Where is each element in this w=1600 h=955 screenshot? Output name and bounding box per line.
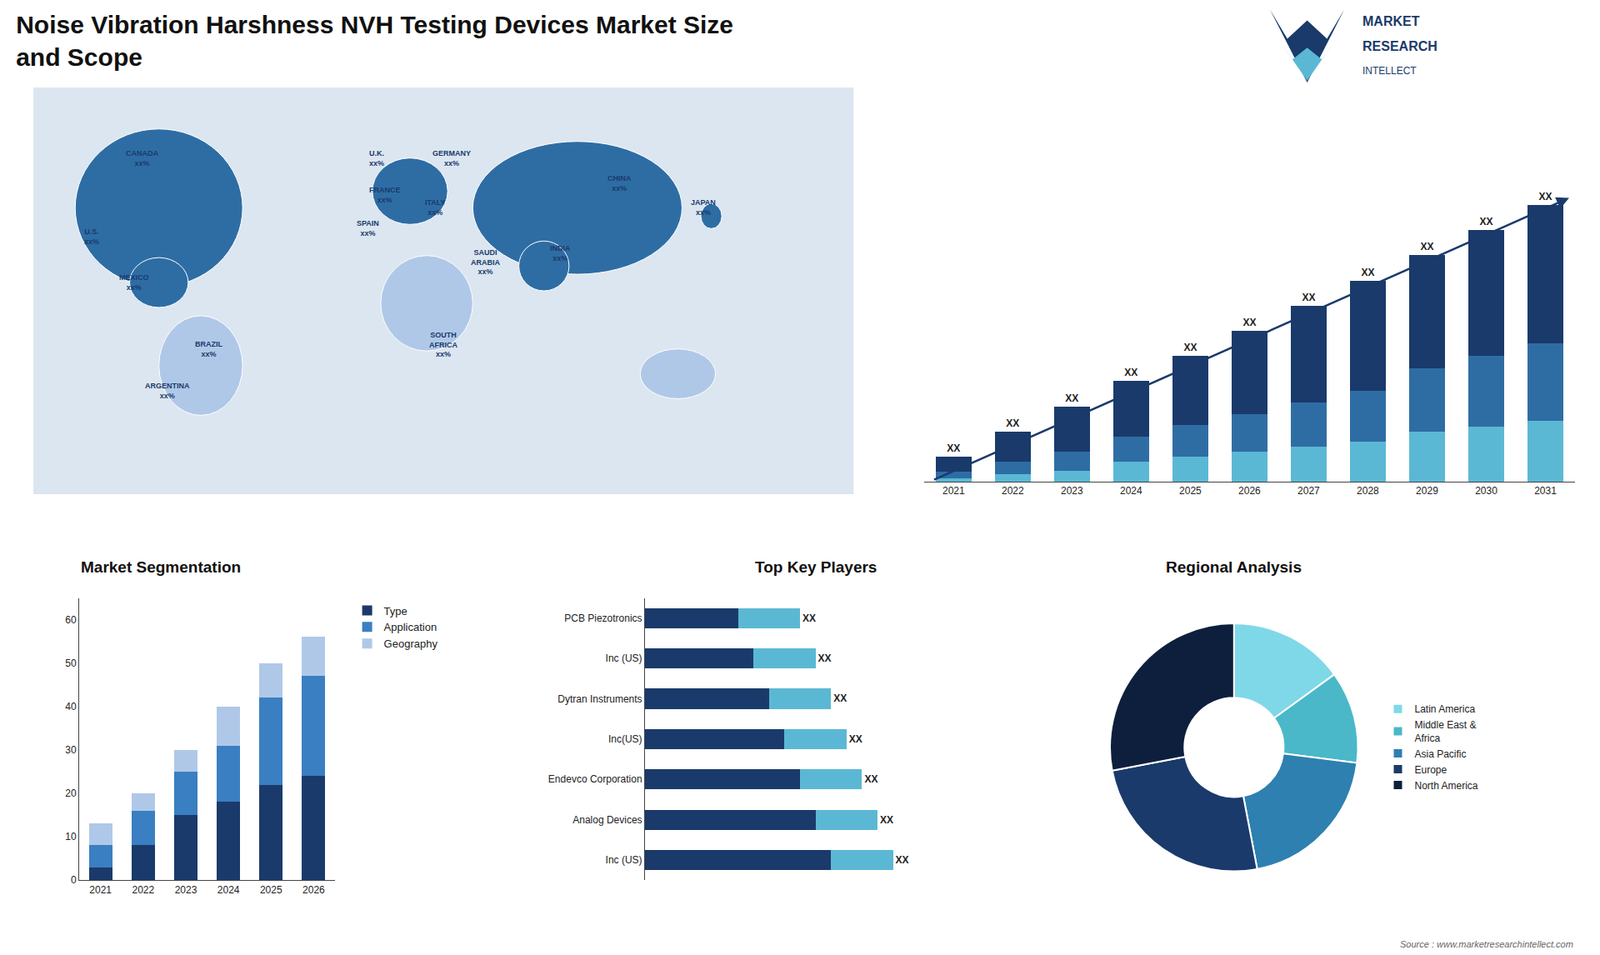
svg-text:MARKET: MARKET	[1362, 14, 1420, 29]
svg-text:2021: 2021	[89, 884, 112, 896]
svg-text:2028: 2028	[1356, 485, 1380, 497]
svg-text:XX: XX	[1538, 190, 1552, 203]
svg-text:Market Segmentation: Market Segmentation	[80, 558, 241, 576]
svg-text:2024: 2024	[1120, 485, 1143, 497]
svg-text:2025: 2025	[1179, 485, 1202, 497]
svg-text:GERMANYxx%: GERMANYxx%	[432, 149, 471, 168]
svg-text:XX: XX	[1479, 215, 1493, 228]
svg-text:XX: XX	[1183, 341, 1197, 354]
svg-text:CHINAxx%: CHINAxx%	[607, 174, 632, 193]
svg-text:Type: Type	[384, 605, 408, 618]
svg-text:CANADAxx%: CANADAxx%	[125, 149, 159, 168]
svg-text:2022: 2022	[131, 884, 155, 896]
svg-text:PCB Piezotronics: PCB Piezotronics	[564, 612, 642, 625]
svg-text:JAPANxx%: JAPANxx%	[690, 198, 716, 217]
svg-text:XX: XX	[880, 814, 894, 826]
svg-text:XX: XX	[1360, 266, 1375, 279]
svg-text:10: 10	[65, 830, 77, 843]
svg-text:Inc(US): Inc(US)	[608, 733, 643, 745]
svg-text:XX: XX	[833, 692, 847, 705]
svg-text:U.S.xx%: U.S.xx%	[84, 227, 100, 246]
svg-text:XX: XX	[946, 442, 960, 455]
svg-text:2026: 2026	[302, 884, 325, 896]
svg-text:2023: 2023	[1060, 485, 1084, 497]
svg-text:Inc (US): Inc (US)	[605, 854, 643, 866]
svg-text:XX: XX	[818, 652, 832, 665]
svg-text:INTELLECT: INTELLECT	[1362, 65, 1417, 77]
svg-text:FRANCExx%: FRANCExx%	[369, 185, 401, 205]
svg-text:0: 0	[70, 874, 77, 886]
svg-text:ITALYxx%: ITALYxx%	[425, 198, 446, 217]
svg-text:Asia Pacific: Asia Pacific	[1415, 748, 1467, 760]
svg-text:50: 50	[65, 657, 77, 670]
svg-text:Latin America: Latin America	[1415, 703, 1476, 715]
svg-text:Noise Vibration Harshness NVH: Noise Vibration Harshness NVH Testing De…	[15, 10, 734, 71]
svg-text:MEXICOxx%: MEXICOxx%	[119, 273, 150, 292]
svg-text:ARGENTINAxx%: ARGENTINAxx%	[145, 381, 190, 400]
svg-text:Endevco Corporation: Endevco Corporation	[548, 773, 643, 785]
svg-text:Inc (US): Inc (US)	[605, 652, 643, 665]
svg-text:Source : www.marketresearchint: Source : www.marketresearchintellect.com	[1400, 939, 1574, 950]
svg-text:XX: XX	[849, 733, 863, 745]
svg-text:Dytran Instruments: Dytran Instruments	[557, 693, 642, 705]
svg-text:XX: XX	[1420, 240, 1434, 253]
svg-text:BRAZILxx%: BRAZILxx%	[195, 340, 223, 359]
svg-text:Analog Devices: Analog Devices	[572, 814, 642, 826]
svg-text:2027: 2027	[1297, 485, 1320, 497]
svg-text:40: 40	[65, 700, 77, 713]
svg-text:2025: 2025	[260, 884, 283, 896]
svg-text:XX: XX	[1301, 291, 1315, 304]
svg-text:SPAINxx%: SPAINxx%	[356, 219, 380, 238]
svg-text:Geography: Geography	[384, 637, 439, 650]
svg-text:2023: 2023	[175, 884, 198, 896]
svg-text:XX: XX	[1242, 316, 1256, 329]
svg-text:2031: 2031	[1534, 485, 1557, 497]
svg-text:RESEARCH: RESEARCH	[1362, 39, 1438, 54]
svg-text:SAUDIARABIAxx%: SAUDIARABIAxx%	[470, 248, 500, 276]
svg-text:2030: 2030	[1475, 485, 1498, 497]
svg-text:2026: 2026	[1238, 485, 1261, 497]
svg-text:60: 60	[65, 614, 77, 626]
svg-text:Application: Application	[384, 620, 438, 634]
svg-text:30: 30	[65, 744, 77, 756]
svg-text:XX: XX	[1005, 417, 1020, 430]
svg-text:INDIAxx%: INDIAxx%	[550, 244, 571, 263]
svg-text:2022: 2022	[1001, 485, 1025, 497]
svg-text:2029: 2029	[1415, 485, 1439, 497]
svg-text:XX: XX	[1124, 366, 1138, 379]
svg-text:North America: North America	[1415, 780, 1479, 792]
svg-text:SOUTHAFRICAxx%: SOUTHAFRICAxx%	[429, 330, 458, 359]
svg-text:Regional Analysis: Regional Analysis	[1165, 558, 1302, 576]
svg-text:U.K.xx%: U.K.xx%	[369, 149, 385, 168]
svg-text:2024: 2024	[217, 884, 240, 896]
svg-text:Europe: Europe	[1415, 764, 1448, 776]
svg-text:Top Key Players: Top Key Players	[755, 558, 877, 576]
svg-text:2021: 2021	[942, 485, 965, 497]
svg-text:Middle East &Africa: Middle East &Africa	[1415, 719, 1477, 745]
svg-text:20: 20	[65, 787, 77, 800]
svg-text:XX: XX	[802, 612, 816, 625]
svg-text:XX: XX	[895, 854, 910, 866]
svg-text:XX: XX	[1065, 392, 1079, 405]
svg-text:XX: XX	[864, 773, 878, 785]
